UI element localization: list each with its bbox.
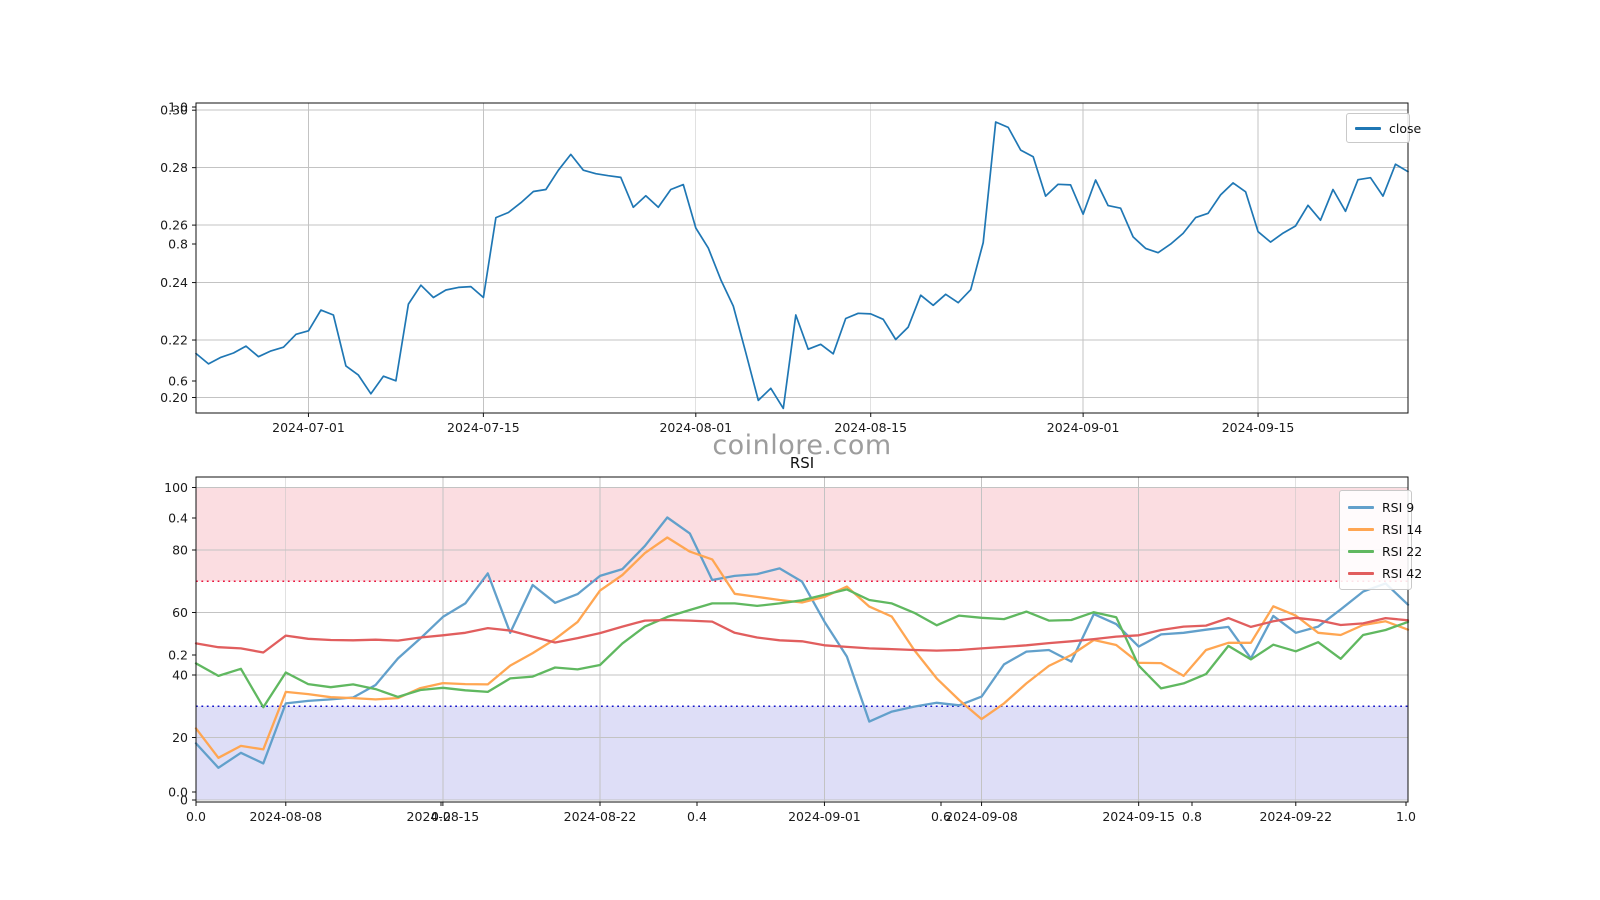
hidden-overlay-axis-labels: 1.0 0.8 0.6 0.4 0.2 0.0 0.0 0.2 0.4 0.6 0.8 1.0 xyxy=(168,100,1416,825)
legend-row-rsi42: RSI 42 xyxy=(1348,562,1422,584)
svg-text:0.30: 0.30 xyxy=(160,103,188,118)
legend-label-close: close xyxy=(1389,120,1422,136)
svg-text:0: 0 xyxy=(180,793,188,808)
svg-text:0.0: 0.0 xyxy=(168,785,188,800)
svg-text:0.8: 0.8 xyxy=(168,237,188,252)
svg-text:2024-09-01: 2024-09-01 xyxy=(788,809,861,824)
svg-text:2024-09-08: 2024-09-08 xyxy=(945,809,1018,824)
svg-text:2024-09-22: 2024-09-22 xyxy=(1259,809,1332,824)
svg-text:40: 40 xyxy=(172,668,188,683)
svg-text:0.6: 0.6 xyxy=(931,809,951,824)
svg-text:2024-08-15: 2024-08-15 xyxy=(834,420,907,435)
svg-text:1.0: 1.0 xyxy=(1396,809,1416,824)
svg-text:1.0: 1.0 xyxy=(168,100,188,115)
svg-text:2024-09-15: 2024-09-15 xyxy=(1102,809,1175,824)
svg-text:100: 100 xyxy=(164,480,188,495)
svg-text:2024-08-22: 2024-08-22 xyxy=(564,809,637,824)
legend-row-close: close xyxy=(1355,119,1421,137)
svg-text:0.4: 0.4 xyxy=(687,809,707,824)
close-line-swatch xyxy=(1355,126,1381,130)
price-chart: 2024-07-01 2024-07-15 2024-08-01 2024-08-15… xyxy=(160,102,1409,435)
rsi-chart: 2024-08-08 2024-08-15 2024-08-22 2024-09-01… xyxy=(164,476,1410,824)
svg-text:0.2: 0.2 xyxy=(431,809,451,824)
svg-text:0.28: 0.28 xyxy=(160,160,188,175)
svg-text:0.22: 0.22 xyxy=(160,333,188,348)
legend-label-rsi22: RSI 22 xyxy=(1382,543,1423,559)
svg-text:2024-08-01: 2024-08-01 xyxy=(659,420,732,435)
svg-text:0.20: 0.20 xyxy=(160,390,188,405)
legend-row-rsi9: RSI 9 xyxy=(1348,496,1414,518)
legend-label-rsi9: RSI 9 xyxy=(1382,499,1415,515)
watermark: coinlore.com xyxy=(712,430,892,461)
svg-text:0.2: 0.2 xyxy=(168,648,188,663)
rsi14-line-swatch xyxy=(1348,527,1374,531)
rsi9-line-swatch xyxy=(1348,505,1374,509)
legend-label-rsi42: RSI 42 xyxy=(1382,565,1423,581)
legend-row-rsi14: RSI 14 xyxy=(1348,518,1422,540)
rsi-panel-title: RSI xyxy=(789,454,815,472)
svg-text:2024-09-15: 2024-09-15 xyxy=(1222,420,1295,435)
svg-text:20: 20 xyxy=(172,730,188,745)
legend-row-rsi22: RSI 22 xyxy=(1348,540,1422,562)
svg-text:2024-07-01: 2024-07-01 xyxy=(272,420,345,435)
rsi42-line-swatch xyxy=(1348,571,1374,575)
svg-text:0.8: 0.8 xyxy=(1182,809,1202,824)
svg-text:80: 80 xyxy=(172,543,188,558)
rsi22-line-swatch xyxy=(1348,549,1374,553)
svg-text:0.6: 0.6 xyxy=(168,374,188,389)
svg-text:2024-07-15: 2024-07-15 xyxy=(447,420,520,435)
svg-text:0.24: 0.24 xyxy=(160,275,188,290)
svg-text:0.0: 0.0 xyxy=(186,809,206,824)
rsi-legend: RSI 9 RSI 14 RSI 22 RSI 42 xyxy=(1339,490,1422,590)
svg-text:2024-08-08: 2024-08-08 xyxy=(249,809,322,824)
svg-text:60: 60 xyxy=(172,605,188,620)
svg-text:0.26: 0.26 xyxy=(160,218,188,233)
svg-text:2024-09-01: 2024-09-01 xyxy=(1047,420,1120,435)
svg-text:2024-08-15: 2024-08-15 xyxy=(407,809,480,824)
price-legend: close xyxy=(1346,113,1421,143)
legend-label-rsi14: RSI 14 xyxy=(1382,521,1423,537)
svg-text:0.4: 0.4 xyxy=(168,511,188,526)
